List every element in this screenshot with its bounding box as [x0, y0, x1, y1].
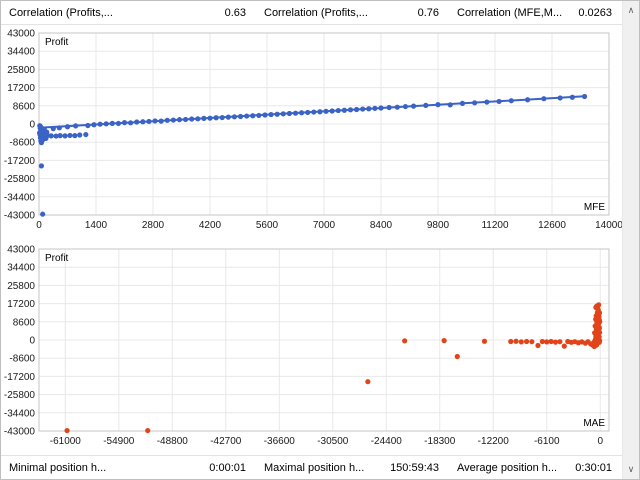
- svg-text:17200: 17200: [7, 83, 35, 94]
- stat-label: Correlation (Profits,...: [9, 6, 113, 19]
- svg-text:-48800: -48800: [157, 436, 189, 447]
- svg-text:MFE: MFE: [584, 202, 605, 213]
- svg-text:0: 0: [597, 436, 603, 447]
- stat-value: 0.63: [224, 6, 246, 19]
- profit-vs-mae-chart: 43000 34400 25800 17200 8600 0 -8600 -17200 -258…: [1, 241, 622, 457]
- stat-average-position-holding: Average position h... 0:30:01: [449, 462, 622, 474]
- svg-text:34400: 34400: [7, 47, 35, 58]
- svg-text:-8600: -8600: [9, 138, 35, 149]
- svg-text:34400: 34400: [7, 263, 35, 274]
- svg-text:-25800: -25800: [4, 174, 36, 185]
- svg-text:8600: 8600: [13, 101, 36, 112]
- stat-minimal-position-holding: Minimal position h... 0:00:01: [1, 462, 256, 474]
- stat-label: Correlation (MFE,M...: [457, 6, 563, 19]
- stat-correlation-profits-mfe: Correlation (Profits,... 0.63: [1, 7, 256, 19]
- svg-text:-24400: -24400: [371, 436, 403, 447]
- svg-text:25800: 25800: [7, 281, 35, 292]
- svg-text:-43000: -43000: [4, 211, 36, 222]
- stat-correlation-mfe-mae: Correlation (MFE,M... 0.0263: [449, 7, 622, 19]
- svg-text:-34400: -34400: [4, 192, 36, 203]
- stat-value: 0.0263: [578, 6, 612, 19]
- chevron-down-icon: ∨: [627, 464, 635, 474]
- svg-text:7000: 7000: [313, 220, 336, 231]
- svg-text:-8600: -8600: [9, 354, 35, 365]
- scrollbar-up-button[interactable]: ∧: [623, 2, 639, 19]
- svg-text:0: 0: [36, 220, 42, 231]
- svg-text:1400: 1400: [85, 220, 108, 231]
- stat-value: 0:30:01: [575, 461, 612, 474]
- stat-label: Maximal position h...: [264, 461, 365, 474]
- vertical-scrollbar[interactable]: ∧ ∨: [622, 1, 639, 479]
- svg-text:11200: 11200: [481, 220, 509, 231]
- svg-text:-6100: -6100: [534, 436, 560, 447]
- svg-text:0: 0: [29, 120, 35, 131]
- svg-text:8600: 8600: [13, 317, 36, 328]
- svg-text:5600: 5600: [256, 220, 279, 231]
- stat-label: Average position h...: [457, 461, 558, 474]
- svg-text:8400: 8400: [370, 220, 393, 231]
- svg-text:-30500: -30500: [317, 436, 349, 447]
- svg-text:-61000: -61000: [50, 436, 82, 447]
- charts-area: 43000 34400 25800 17200 8600 0 -8600 -17200 -258…: [1, 25, 622, 457]
- svg-text:MAE: MAE: [583, 418, 605, 429]
- svg-text:25800: 25800: [7, 65, 35, 76]
- stat-value: 150:59:43: [390, 461, 439, 474]
- svg-text:-12200: -12200: [478, 436, 510, 447]
- svg-text:43000: 43000: [7, 245, 35, 256]
- stat-correlation-profits-mae: Correlation (Profits,... 0.76: [256, 7, 449, 19]
- stat-label: Minimal position h...: [9, 461, 107, 474]
- svg-text:-17200: -17200: [4, 156, 36, 167]
- svg-text:14000: 14000: [595, 220, 622, 231]
- profit-vs-mfe-chart: 43000 34400 25800 17200 8600 0 -8600 -17200 -258…: [1, 25, 622, 241]
- chevron-up-icon: ∧: [627, 5, 635, 15]
- svg-text:2800: 2800: [142, 220, 165, 231]
- correlation-stat-bar: Correlation (Profits,... 0.63 Correlatio…: [1, 1, 622, 25]
- stat-value: 0.76: [417, 6, 439, 19]
- svg-text:-25800: -25800: [4, 390, 36, 401]
- stat-label: Correlation (Profits,...: [264, 6, 368, 19]
- position-holding-stat-bar: Minimal position h... 0:00:01 Maximal po…: [1, 455, 622, 479]
- svg-text:-18300: -18300: [424, 436, 456, 447]
- svg-text:9800: 9800: [427, 220, 450, 231]
- profit-vs-mae-plot: 43000 34400 25800 17200 8600 0 -8600 -17200 -258…: [4, 245, 610, 447]
- profit-vs-mfe-plot: 43000 34400 25800 17200 8600 0 -8600 -17200 -258…: [4, 29, 622, 232]
- scrollbar-down-button[interactable]: ∨: [623, 461, 639, 478]
- svg-text:-17200: -17200: [4, 372, 36, 383]
- svg-text:0: 0: [29, 336, 35, 347]
- svg-text:Profit: Profit: [45, 253, 69, 264]
- svg-text:Profit: Profit: [45, 37, 69, 48]
- svg-text:-54900: -54900: [103, 436, 135, 447]
- svg-text:-36600: -36600: [264, 436, 296, 447]
- stat-maximal-position-holding: Maximal position h... 150:59:43: [256, 462, 449, 474]
- stat-value: 0:00:01: [209, 461, 246, 474]
- svg-text:-42700: -42700: [210, 436, 242, 447]
- svg-text:4200: 4200: [199, 220, 222, 231]
- svg-text:-43000: -43000: [4, 427, 36, 438]
- svg-text:17200: 17200: [7, 299, 35, 310]
- svg-text:12600: 12600: [538, 220, 566, 231]
- svg-text:-34400: -34400: [4, 408, 36, 419]
- svg-text:43000: 43000: [7, 29, 35, 40]
